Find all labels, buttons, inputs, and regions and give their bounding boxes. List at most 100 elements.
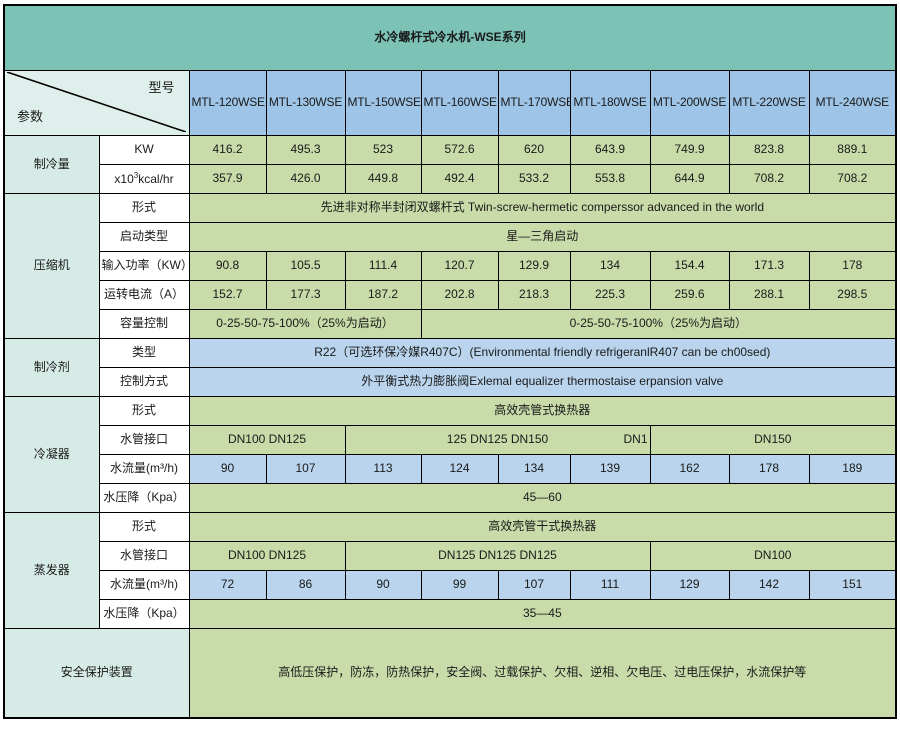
running-current-1: 152.7 <box>188 280 267 310</box>
row-label-condenser-type: 形式 <box>98 396 190 426</box>
condenser-drop-value: 45—60 <box>188 483 897 513</box>
row-label-condenser-pipe: 水管接口 <box>98 425 190 455</box>
row-label-input-power: 输入功率（KW） <box>98 251 190 281</box>
evaporator-pipe-group-2: DN125 DN125 DN125 <box>344 541 651 571</box>
row-label-evaporator-drop: 水压降（Kpa） <box>98 599 190 629</box>
cooling-kw-2: 495.3 <box>265 135 346 165</box>
diagonal-divider-icon <box>7 72 187 133</box>
table-row: 水流量(m³/h) 72 86 90 99 107 111 129 142 15… <box>4 570 897 600</box>
cooling-kcal-9: 708.2 <box>808 164 897 194</box>
table-row: 制冷量 KW 416.2 495.3 523 572.6 620 643.9 7… <box>3 135 897 194</box>
table-row: 控制方式 外平衡式热力膨胀阀Exlemal equalizer thermost… <box>4 367 897 397</box>
condenser-flow-5: 134 <box>497 454 571 484</box>
evaporator-flow-3: 90 <box>344 570 422 600</box>
section-label-cooling-capacity: 制冷量 <box>3 135 100 194</box>
evaporator-flow-1: 72 <box>188 570 267 600</box>
row-label-kcal: x103kcal/hr <box>98 164 190 194</box>
evaporator-flow-2: 86 <box>265 570 346 600</box>
running-current-6: 225.3 <box>569 280 651 310</box>
refrigerant-control-value: 外平衡式热力膨胀阀Exlemal equalizer thermostaise … <box>188 367 897 397</box>
evaporator-flow-5: 107 <box>497 570 571 600</box>
safety-value: 高低压保护，防冻，防热保护，安全阀、过载保护、欠相、逆相、欠电压、过电压保护，水… <box>188 628 897 719</box>
running-current-5: 218.3 <box>497 280 571 310</box>
model-column-7: MTL-200WSE <box>649 70 730 136</box>
cooling-kw-4: 572.6 <box>420 135 499 165</box>
capacity-control-right: 0-25-50-75-100%（25%为启动） <box>420 309 897 339</box>
cooling-kw-8: 823.8 <box>728 135 810 165</box>
cooling-kcal-8: 708.2 <box>728 164 810 194</box>
table-row: 水管接口 DN100 DN125 DN125 DN125 DN125 DN100 <box>4 541 897 571</box>
model-column-6: MTL-180WSE <box>569 70 651 136</box>
condenser-flow-4: 124 <box>420 454 499 484</box>
input-power-8: 171.3 <box>728 251 810 281</box>
row-label-refrigerant-control: 控制方式 <box>98 367 190 397</box>
table-row: 输入功率（KW） 90.8 105.5 111.4 120.7 129.9 13… <box>4 251 897 281</box>
model-column-4: MTL-160WSE <box>420 70 499 136</box>
table-row: x103kcal/hr 357.9 426.0 449.8 492.4 533.… <box>4 164 897 194</box>
running-current-2: 177.3 <box>265 280 346 310</box>
input-power-9: 178 <box>808 251 897 281</box>
row-label-running-current: 运转电流（A） <box>98 280 190 310</box>
param-model-diagonal-header: 型号 参数 <box>3 70 190 136</box>
table-row: 水管接口 DN100 DN125 125 DN125 DN150 DN1 DN1… <box>4 425 897 455</box>
table-row: 水压降（Kpa） 45—60 <box>4 483 897 513</box>
running-current-8: 288.1 <box>728 280 810 310</box>
row-label-evaporator-type: 形式 <box>98 512 190 542</box>
refrigerant-type-value: R22（可选环保冷媒R407C）(Environmental friendly … <box>188 338 897 368</box>
cooling-kw-7: 749.9 <box>649 135 730 165</box>
title-row: 水冷螺杆式冷水机-WSE系列 <box>3 4 897 71</box>
table-row: 蒸发器 形式 高效壳管干式换热器 <box>3 512 897 629</box>
section-label-compressor: 压缩机 <box>3 193 100 339</box>
evaporator-flow-6: 111 <box>569 570 651 600</box>
evaporator-type-value: 高效壳管干式换热器 <box>188 512 897 542</box>
condenser-flow-7: 162 <box>649 454 730 484</box>
section-label-condenser: 冷凝器 <box>3 396 100 513</box>
evaporator-flow-4: 99 <box>420 570 499 600</box>
running-current-4: 202.8 <box>420 280 499 310</box>
running-current-3: 187.2 <box>344 280 422 310</box>
model-column-8: MTL-220WSE <box>728 70 810 136</box>
evaporator-flow-9: 151 <box>808 570 897 600</box>
table-row: 制冷剂 类型 R22（可选环保冷媒R407C）(Environmental fr… <box>3 338 897 397</box>
condenser-type-value: 高效壳管式换热器 <box>188 396 897 426</box>
input-power-4: 120.7 <box>420 251 499 281</box>
table-row: 水压降（Kpa） 35—45 <box>4 599 897 629</box>
page-title: 水冷螺杆式冷水机-WSE系列 <box>3 4 897 71</box>
section-label-safety: 安全保护装置 <box>3 628 190 719</box>
row-label-start-type: 启动类型 <box>98 222 190 252</box>
specification-table: 水冷螺杆式冷水机-WSE系列 型号 参数 MTL-120WSE MTL-130W… <box>3 4 898 719</box>
row-label-condenser-drop: 水压降（Kpa） <box>98 483 190 513</box>
model-column-3: MTL-150WSE <box>344 70 422 136</box>
row-label-capacity-control: 容量控制 <box>98 309 190 339</box>
input-power-3: 111.4 <box>344 251 422 281</box>
cooling-kcal-5: 533.2 <box>497 164 571 194</box>
running-current-7: 259.6 <box>649 280 730 310</box>
row-label-refrigerant-type: 类型 <box>98 338 190 368</box>
evaporator-flow-7: 129 <box>649 570 730 600</box>
cooling-kcal-4: 492.4 <box>420 164 499 194</box>
condenser-pipe-group-2-text: 125 DN125 DN150 <box>446 432 549 447</box>
condenser-pipe-group-2-right: DN1 <box>623 432 648 447</box>
input-power-6: 134 <box>569 251 651 281</box>
model-column-5: MTL-170WSE <box>497 70 571 136</box>
cooling-kw-1: 416.2 <box>188 135 267 165</box>
input-power-1: 90.8 <box>188 251 267 281</box>
section-label-refrigerant: 制冷剂 <box>3 338 100 397</box>
table-row: 安全保护装置 高低压保护，防冻，防热保护，安全阀、过载保护、欠相、逆相、欠电压、… <box>3 628 897 719</box>
compressor-start-value: 星—三角启动 <box>188 222 897 252</box>
evaporator-flow-8: 142 <box>728 570 810 600</box>
row-label-kw: KW <box>98 135 190 165</box>
input-power-5: 129.9 <box>497 251 571 281</box>
table-row: 启动类型 星—三角启动 <box>4 222 897 252</box>
row-label-evaporator-flow: 水流量(m³/h) <box>98 570 190 600</box>
condenser-pipe-group-3: DN150 <box>649 425 897 455</box>
condenser-flow-6: 139 <box>569 454 651 484</box>
table-row: 容量控制 0-25-50-75-100%（25%为启动） 0-25-50-75-… <box>4 309 897 339</box>
condenser-flow-2: 107 <box>265 454 346 484</box>
cooling-kcal-7: 644.9 <box>649 164 730 194</box>
capacity-control-left: 0-25-50-75-100%（25%为启动） <box>188 309 422 339</box>
cooling-kw-6: 643.9 <box>569 135 651 165</box>
model-label: 型号 <box>148 80 175 95</box>
model-column-9: MTL-240WSE <box>808 70 897 136</box>
